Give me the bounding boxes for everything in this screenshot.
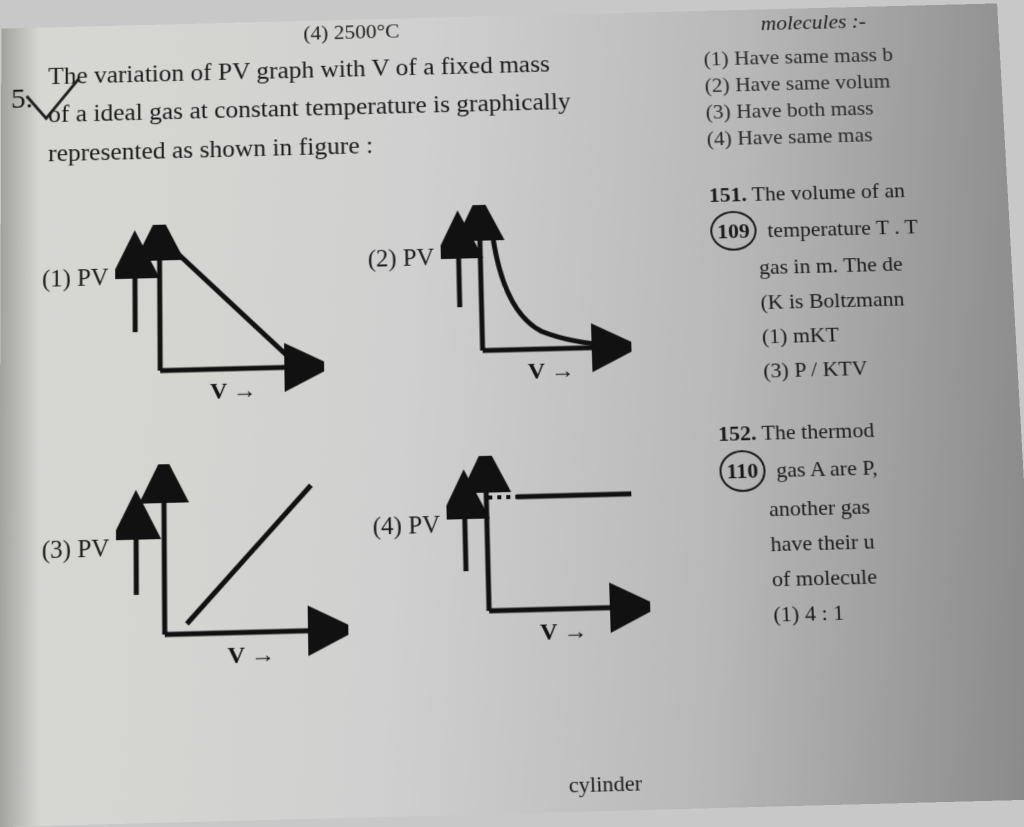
option-1: (1) PV V →: [42, 221, 324, 413]
q151-number: 151.: [708, 182, 747, 207]
q152-number: 152.: [718, 420, 757, 446]
prev-option-4: (4) 2500°C: [303, 19, 399, 46]
q152-l4: have their u: [770, 523, 876, 561]
option-1-graph: V →: [115, 221, 325, 412]
q152-l3: another gas: [768, 488, 870, 526]
question-151: 151. The volume of an 109 temperature T …: [708, 170, 1014, 388]
q151-l1: The volume of an: [751, 178, 905, 206]
q151-l3: gas in m. The de: [758, 247, 903, 285]
svg-text:V →: V →: [527, 358, 574, 385]
bottom-cut-text: cylinder: [568, 770, 642, 799]
q152-l2: gas A are P,: [776, 455, 878, 482]
option-2-graph: V →: [439, 201, 632, 391]
option-3-label: (3) PV: [42, 535, 110, 565]
q151-a3: (3) P / KTV: [763, 350, 869, 387]
svg-text:V →: V →: [210, 378, 257, 405]
prev-ans-4: (4) Have same mas: [706, 119, 1001, 151]
q152-l5: of molecule: [771, 558, 878, 596]
q151-l2: temperature T . T: [767, 214, 918, 242]
option-3: (3) PV V →: [42, 460, 349, 679]
q151-a1: (1) mKT: [761, 317, 839, 353]
q152-l1: The thermod: [761, 417, 875, 445]
option-4-label: (4) PV: [372, 512, 440, 542]
option-3-graph: V →: [115, 460, 348, 677]
option-1-label: (1) PV: [42, 265, 109, 294]
q5-line3: represented as shown in figure :: [48, 131, 373, 167]
question-text: The variation of PV graph with V of a fi…: [48, 42, 656, 172]
svg-text:V →: V →: [227, 641, 275, 669]
q5-line2: of a ideal gas at constant temperature i…: [48, 87, 571, 128]
right-column: (1) Have same mass b (2) Have same volum…: [702, 4, 1024, 634]
option-2: (2) PV V →: [367, 201, 632, 392]
question-number: 5.: [11, 83, 33, 116]
q152-a1: (1) 4 : 1: [773, 595, 845, 632]
q152-badge: 110: [719, 450, 766, 492]
question-152: 152. The thermod 110 gas A are P, anothe…: [717, 409, 1024, 634]
q151-badge: 109: [710, 211, 758, 252]
q151-l4: (K is Boltzmann: [760, 281, 905, 319]
option-2-label: (2) PV: [368, 245, 435, 274]
svg-text:V →: V →: [539, 618, 587, 646]
option-4-graph: V →: [445, 452, 651, 658]
q5-line1: The variation of PV graph with V of a fi…: [48, 50, 550, 90]
option-4: (4) PV V →: [371, 452, 651, 660]
